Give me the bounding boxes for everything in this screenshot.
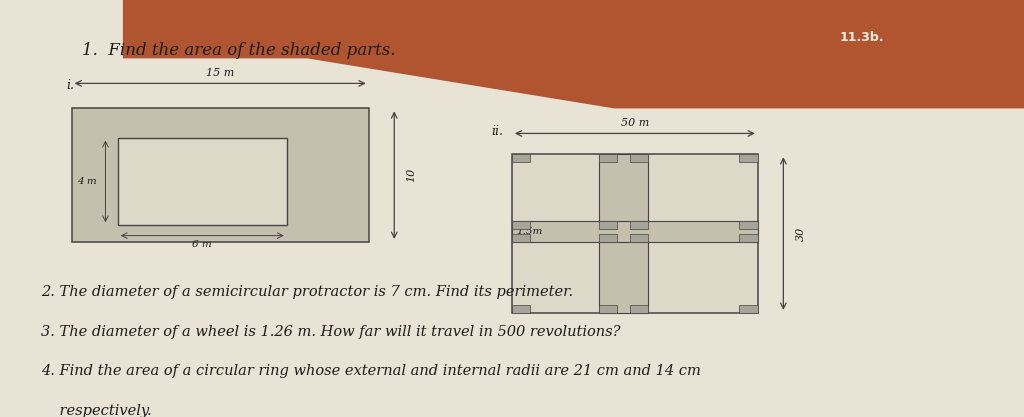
Bar [118, 138, 287, 225]
Text: 1.5m: 1.5m [516, 227, 543, 236]
Bar [739, 305, 758, 313]
Bar [512, 154, 530, 162]
Bar [512, 305, 530, 313]
Bar [630, 154, 648, 162]
Bar [599, 305, 617, 313]
Bar [739, 221, 758, 229]
Bar [72, 108, 369, 242]
Text: ii.: ii. [492, 125, 504, 138]
Bar [512, 221, 758, 242]
Text: 4. Find the area of a circular ring whose external and internal radii are 21 cm : 4. Find the area of a circular ring whos… [41, 364, 700, 378]
Bar [599, 154, 648, 313]
Text: 30: 30 [796, 226, 806, 241]
Polygon shape [123, 0, 1024, 108]
Text: 4 m: 4 m [78, 177, 97, 186]
Text: 15 m: 15 m [206, 68, 234, 78]
Bar [599, 154, 617, 162]
Bar [512, 234, 530, 242]
Bar [599, 234, 617, 242]
Text: 2. The diameter of a semicircular protractor is 7 cm. Find its perimeter.: 2. The diameter of a semicircular protra… [41, 285, 573, 299]
Text: 3. The diameter of a wheel is 1.26 m. How far will it travel in 500 revolutions?: 3. The diameter of a wheel is 1.26 m. Ho… [41, 324, 621, 339]
Bar [630, 305, 648, 313]
Text: 10: 10 [407, 168, 417, 182]
Bar [739, 234, 758, 242]
Bar [630, 234, 648, 242]
Bar [739, 154, 758, 162]
Bar [512, 154, 758, 313]
Bar [512, 221, 530, 229]
Text: 11.3b.: 11.3b. [840, 31, 884, 44]
Text: 6 m: 6 m [193, 240, 212, 249]
Text: 50 m: 50 m [621, 118, 649, 128]
Text: 1.  Find the area of the shaded parts.: 1. Find the area of the shaded parts. [82, 42, 395, 58]
Text: respectively.: respectively. [41, 404, 152, 417]
Text: i.: i. [67, 79, 75, 92]
Bar [599, 221, 617, 229]
Bar [630, 221, 648, 229]
